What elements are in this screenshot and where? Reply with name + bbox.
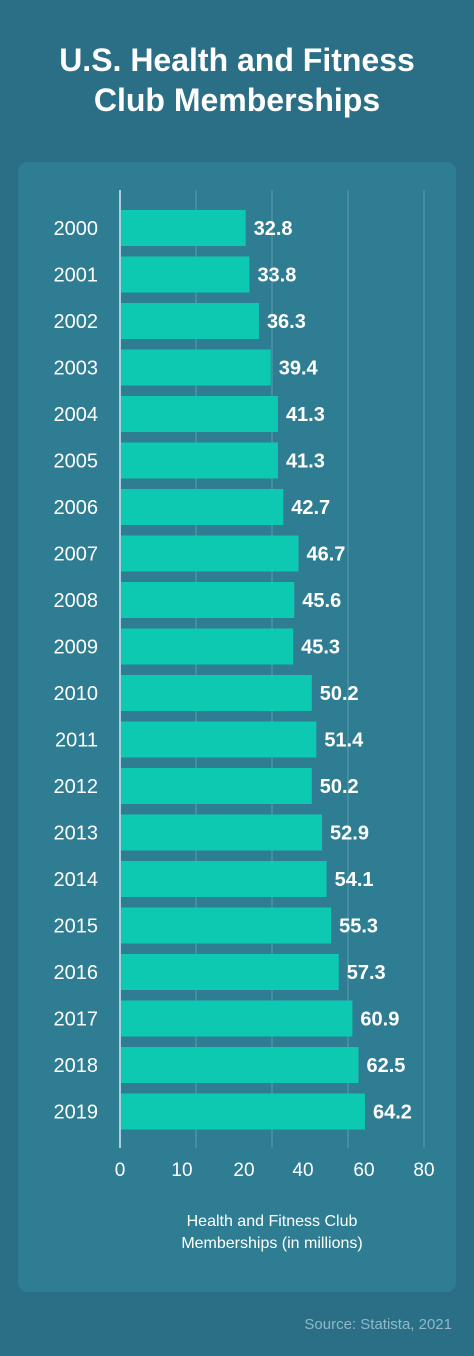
x-tick-label: 10 [171,1160,192,1181]
bar [121,721,317,758]
data-label: 60.9 [360,1009,399,1031]
bar [121,1093,365,1130]
bar [121,1047,359,1083]
category-label: 2019 [54,1102,99,1124]
data-label: 36.3 [267,311,306,333]
source-note: Source: Statista, 2021 [304,1316,452,1333]
category-label: 2001 [54,265,99,287]
data-label: 55.3 [339,916,378,938]
bar [121,814,323,851]
x-tick-label: 20 [233,1160,254,1181]
category-label: 2018 [54,1055,99,1077]
bar [121,535,299,572]
x-axis-label: Health and Fitness Club Memberships (in m… [181,1213,362,1252]
x-tick-label: 40 [292,1160,313,1181]
category-label: 2013 [54,823,99,845]
data-label: 50.2 [320,683,359,705]
data-label: 45.3 [301,637,340,659]
category-label: 2016 [54,962,99,984]
category-label: 2014 [54,869,99,891]
data-label: 64.2 [373,1102,412,1124]
bar [121,861,327,897]
bar [121,396,278,432]
category-label: 2006 [54,497,99,519]
bar [121,768,312,804]
data-label: 41.3 [286,404,325,426]
bar [121,210,246,246]
category-label: 2015 [54,916,99,938]
labels: 0 10 20 40 60 80 2000 32.8 2001 33.8 2002 36.3 2003 3… [54,218,435,1181]
data-label: 33.8 [257,265,296,287]
data-label: 41.3 [286,451,325,473]
category-label: 2000 [54,218,99,240]
bars [121,210,365,1130]
data-label: 51.4 [324,730,364,752]
data-label: 42.7 [291,497,330,519]
category-label: 2007 [54,544,99,566]
data-label: 45.6 [302,590,341,612]
bar [121,675,312,711]
data-label: 50.2 [320,776,359,798]
x-tick-label: 80 [413,1160,434,1181]
category-label: 2012 [54,776,99,798]
bar [121,954,339,990]
data-label: 62.5 [367,1055,406,1077]
x-axis-label-line: Health and Fitness Club [187,1213,358,1230]
category-label: 2017 [54,1009,99,1031]
data-label: 39.4 [279,358,319,380]
bar [121,489,284,525]
category-label: 2003 [54,358,99,380]
bar [121,1000,353,1037]
bar [121,907,332,944]
category-label: 2010 [54,683,99,705]
category-label: 2011 [55,730,98,752]
bar [121,256,250,293]
bar [121,303,259,339]
category-label: 2004 [54,404,99,426]
bar [121,628,294,665]
data-label: 32.8 [254,218,293,240]
chart-title: U.S. Health and Fitness Club Memberships [59,42,415,118]
data-label: 57.3 [347,962,386,984]
data-label: 54.1 [335,869,374,891]
category-label: 2009 [54,637,99,659]
x-tick-label: 0 [115,1160,126,1181]
category-label: 2002 [54,311,99,333]
bar [121,582,295,618]
data-label: 46.7 [306,544,345,566]
data-label: 52.9 [330,823,369,845]
bar [121,442,278,479]
bar [121,349,271,386]
x-tick-label: 60 [353,1160,374,1181]
category-label: 2005 [54,451,99,473]
category-label: 2008 [54,590,99,612]
x-axis-label-line: Memberships (in millions) [181,1235,362,1252]
